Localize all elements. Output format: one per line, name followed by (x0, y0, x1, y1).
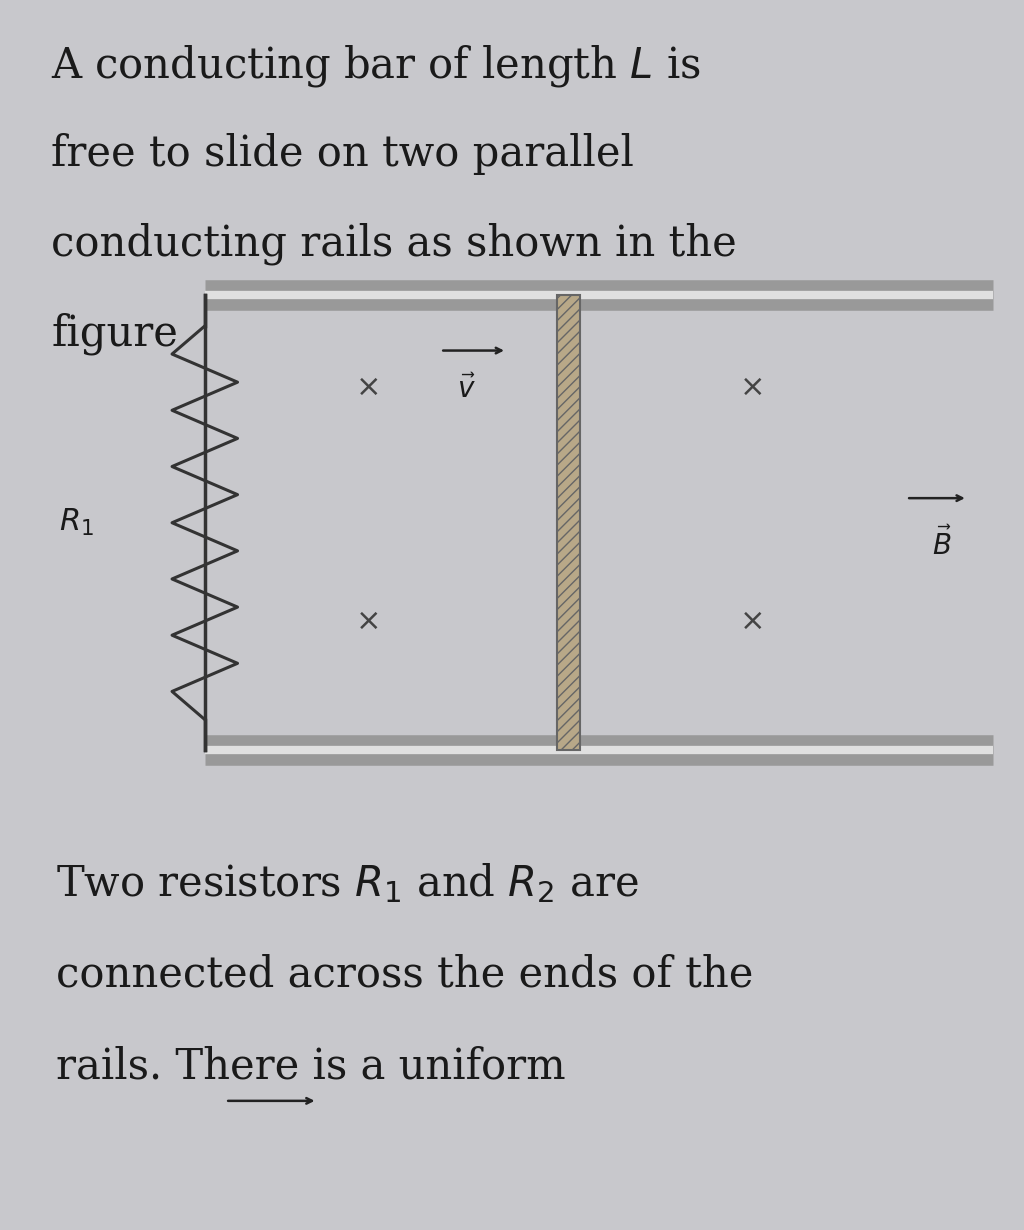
Text: A conducting bar of length $L$ is: A conducting bar of length $L$ is (51, 43, 700, 89)
Text: ×: × (356, 373, 381, 402)
Text: figure: figure (51, 312, 178, 355)
Text: connected across the ends of the: connected across the ends of the (56, 953, 754, 995)
Text: conducting rails as shown in the: conducting rails as shown in the (51, 223, 737, 266)
Text: $\vec{v}$: $\vec{v}$ (457, 375, 475, 405)
Text: ×: × (356, 606, 381, 636)
Text: ×: × (740, 373, 765, 402)
Text: $\vec{B}$: $\vec{B}$ (932, 526, 952, 561)
Bar (557, 295, 580, 750)
Text: $R_1$: $R_1$ (59, 507, 94, 539)
Text: rails. There is a uniform: rails. There is a uniform (56, 1046, 566, 1087)
Text: free to slide on two parallel: free to slide on two parallel (51, 133, 634, 175)
Text: ×: × (740, 606, 765, 636)
Text: Two resistors $R_1$ and $R_2$ are: Two resistors $R_1$ and $R_2$ are (56, 861, 639, 905)
